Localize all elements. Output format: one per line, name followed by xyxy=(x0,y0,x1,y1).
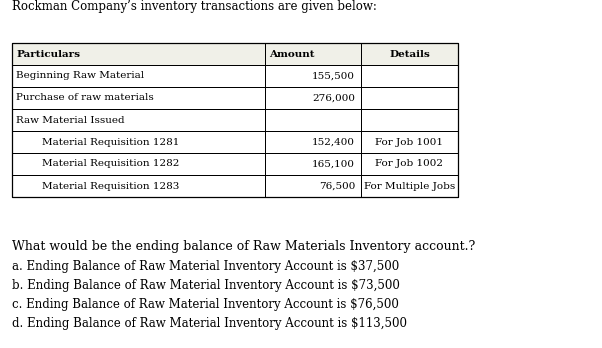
Text: Material Requisition 1282: Material Requisition 1282 xyxy=(42,159,179,168)
Bar xyxy=(361,131,458,153)
Text: Beginning Raw Material: Beginning Raw Material xyxy=(16,71,144,80)
Text: Material Requisition 1281: Material Requisition 1281 xyxy=(42,137,179,147)
Text: 155,500: 155,500 xyxy=(312,71,355,80)
Bar xyxy=(12,65,265,87)
Text: a. Ending Balance of Raw Material Inventory Account is $37,500: a. Ending Balance of Raw Material Invent… xyxy=(12,260,399,273)
Text: Material Requisition 1283: Material Requisition 1283 xyxy=(42,182,179,190)
Bar xyxy=(265,131,361,153)
Bar xyxy=(12,43,265,65)
Text: c. Ending Balance of Raw Material Inventory Account is $76,500: c. Ending Balance of Raw Material Invent… xyxy=(12,298,399,311)
Bar xyxy=(12,43,458,197)
Bar xyxy=(265,109,361,131)
Bar xyxy=(12,153,265,175)
Text: For Job 1002: For Job 1002 xyxy=(376,159,443,168)
Bar xyxy=(12,87,265,109)
Text: Raw Material Issued: Raw Material Issued xyxy=(16,116,125,125)
Bar xyxy=(361,87,458,109)
Bar xyxy=(361,109,458,131)
Bar xyxy=(12,109,265,131)
Text: 276,000: 276,000 xyxy=(312,94,355,103)
Text: For Job 1001: For Job 1001 xyxy=(376,137,443,147)
Bar xyxy=(361,65,458,87)
Text: Particulars: Particulars xyxy=(16,49,80,58)
Bar xyxy=(12,131,265,153)
Text: Amount: Amount xyxy=(269,49,314,58)
Bar xyxy=(12,175,265,197)
Text: What would be the ending balance of Raw Materials Inventory account.?: What would be the ending balance of Raw … xyxy=(12,240,476,253)
Text: b. Ending Balance of Raw Material Inventory Account is $73,500: b. Ending Balance of Raw Material Invent… xyxy=(12,279,400,292)
Text: For Multiple Jobs: For Multiple Jobs xyxy=(364,182,455,190)
Text: Rockman Company’s inventory transactions are given below:: Rockman Company’s inventory transactions… xyxy=(12,0,377,13)
Bar xyxy=(265,65,361,87)
Bar xyxy=(265,43,361,65)
Text: 165,100: 165,100 xyxy=(312,159,355,168)
Bar xyxy=(265,175,361,197)
Bar xyxy=(265,153,361,175)
Bar xyxy=(361,175,458,197)
Text: Details: Details xyxy=(389,49,430,58)
Text: Purchase of raw materials: Purchase of raw materials xyxy=(16,94,154,103)
Text: d. Ending Balance of Raw Material Inventory Account is $113,500: d. Ending Balance of Raw Material Invent… xyxy=(12,317,407,330)
Bar xyxy=(265,87,361,109)
Text: 152,400: 152,400 xyxy=(312,137,355,147)
Bar xyxy=(361,153,458,175)
Bar xyxy=(361,43,458,65)
Text: 76,500: 76,500 xyxy=(319,182,355,190)
